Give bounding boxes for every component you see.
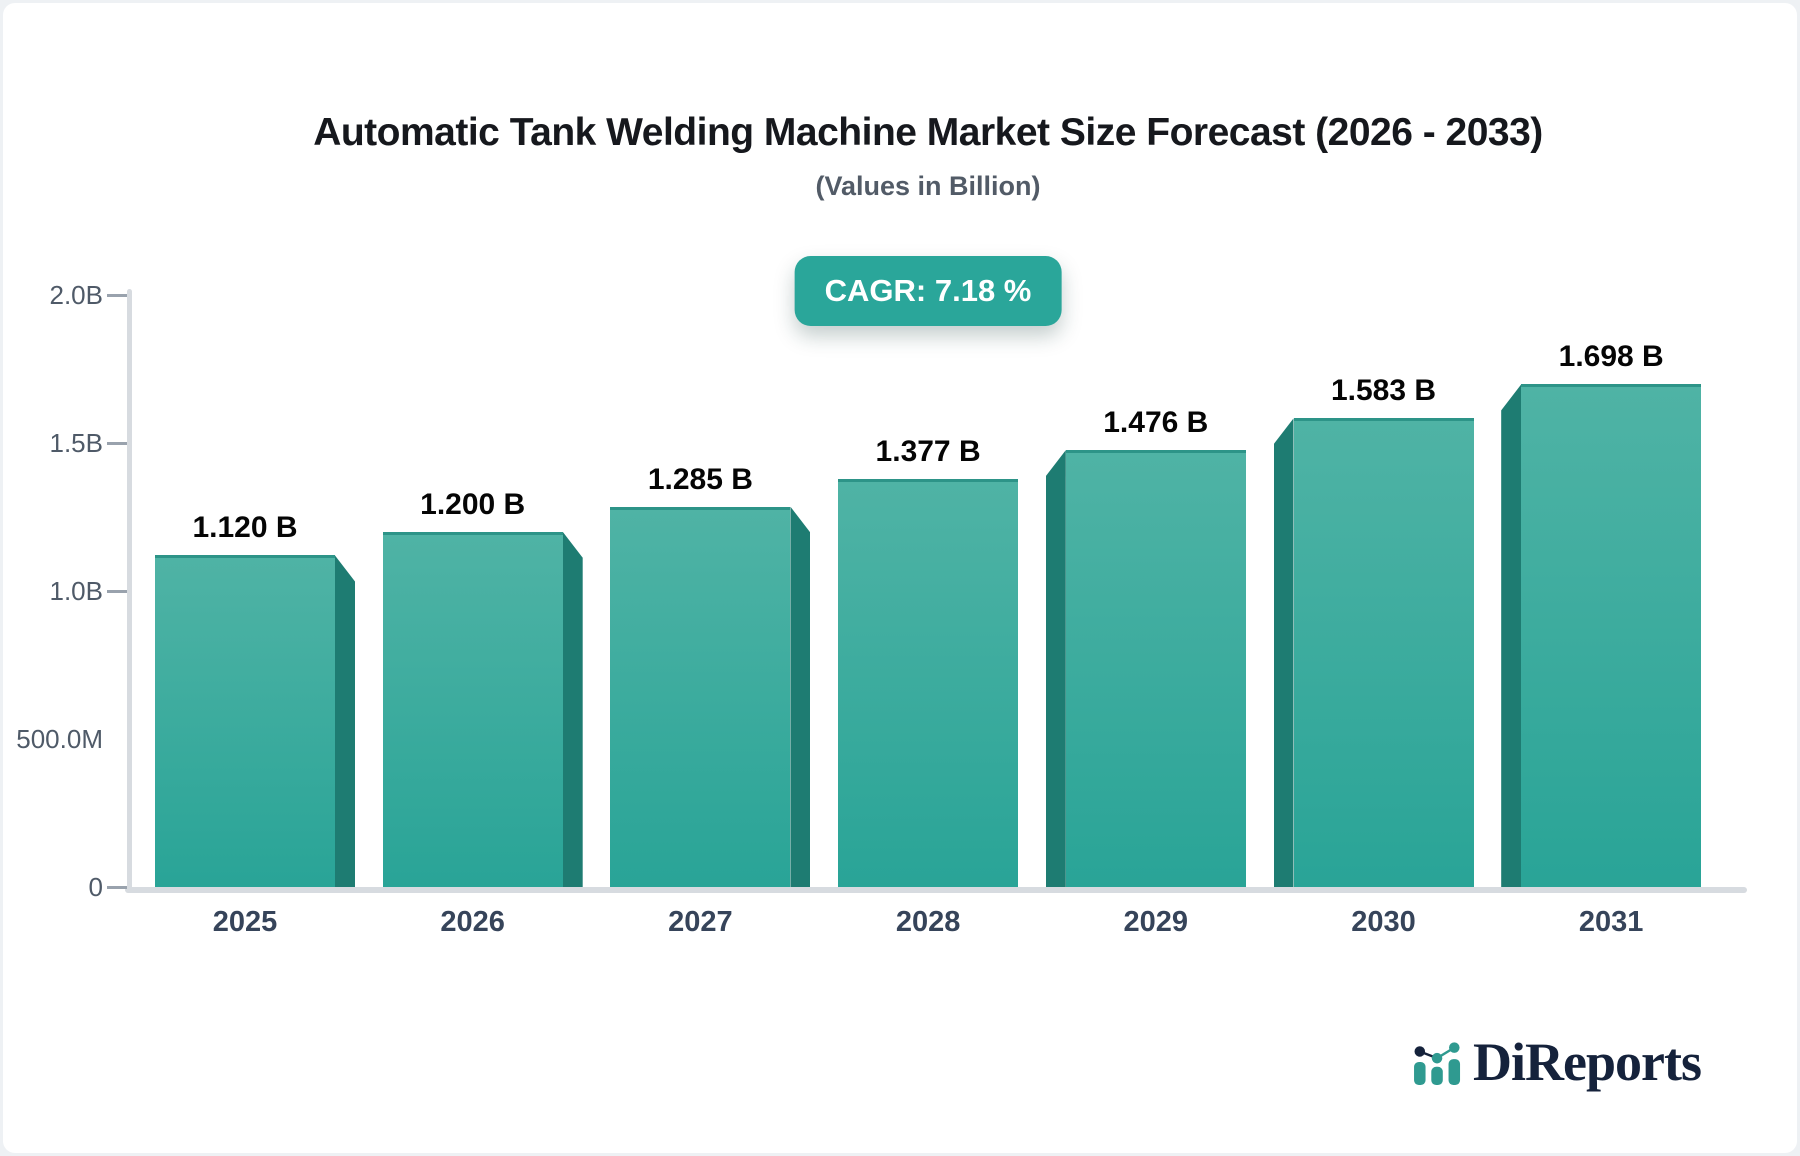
y-tick-label-500.0M: 500.0M: [16, 724, 103, 754]
bar-side-right: [790, 506, 811, 887]
bar-value-label: 1.476 B: [1103, 406, 1209, 440]
y-tick-dash: [107, 294, 127, 297]
chart-subtitle: (Values in Billion): [815, 171, 1041, 201]
y-tick-dash: [107, 886, 127, 889]
y-tick-label-2.0B: 2.0B: [49, 280, 104, 310]
brand-logo: DiReports: [1411, 1032, 1702, 1092]
bar-2025: 1.120 B: [155, 511, 355, 887]
bar-value-label: 1.285 B: [647, 462, 753, 496]
bar-2026: 1.200 B: [382, 488, 583, 887]
y-tick-dash: [107, 590, 127, 593]
x-tick-label-2030: 2030: [1351, 906, 1416, 938]
bar-side-left: [1273, 418, 1294, 887]
bar-2028: 1.377 B: [838, 435, 1019, 887]
cagr-badge: CAGR: 7.18 %: [794, 256, 1062, 326]
bar-value-label: 1.698 B: [1558, 340, 1664, 374]
plot-area: 2.0B 1.5B 1.0B 500.0M 0 1.120 B 2025 1.200 B 202…: [3, 3, 1797, 1153]
y-tick-label-1.5B: 1.5B: [49, 428, 104, 458]
brand-logo-icon: [1414, 1042, 1461, 1085]
bar-side-left: [1501, 384, 1522, 887]
brand-logo-text: DiReports: [1473, 1032, 1702, 1092]
bar-2030: 1.583 B: [1273, 374, 1474, 887]
x-axis-line: [125, 887, 1747, 893]
x-tick-label-2028: 2028: [895, 906, 961, 938]
bar-face: [838, 479, 1019, 887]
bar-side-right: [562, 531, 583, 887]
x-tick-label-2025: 2025: [212, 906, 278, 938]
bar-value-label: 1.200 B: [420, 487, 526, 521]
bar-2027: 1.285 B: [610, 463, 811, 887]
bar-face: [155, 555, 335, 887]
bar-side-right: [335, 555, 355, 887]
y-tick-dash: [107, 442, 127, 445]
y-tick-label-0: 0: [88, 872, 103, 902]
bar-value-label: 1.377 B: [875, 435, 981, 469]
bar-face: [1521, 384, 1702, 887]
bar-face: [382, 531, 563, 887]
x-tick-label-2031: 2031: [1578, 906, 1644, 938]
chart-card: Automatic Tank Welding Machine Market Si…: [3, 3, 1797, 1153]
bar-face: [1065, 450, 1246, 887]
bar-face: [1293, 418, 1474, 887]
bar-face: [610, 506, 791, 887]
x-tick-label-2029: 2029: [1123, 906, 1189, 938]
bar-2031: 1.698 B: [1501, 340, 1702, 887]
bar-value-label: 1.583 B: [1330, 374, 1437, 408]
bar-value-label: 1.120 B: [192, 511, 298, 545]
chart-title: Automatic Tank Welding Machine Market Si…: [313, 111, 1543, 154]
x-tick-label-2027: 2027: [668, 906, 733, 938]
x-tick-label-2026: 2026: [440, 906, 505, 938]
y-axis-line: [127, 289, 132, 892]
bar-side-left: [1045, 450, 1066, 887]
bar-2029: 1.476 B: [1045, 406, 1246, 887]
y-tick-label-1.0B: 1.0B: [49, 576, 104, 606]
